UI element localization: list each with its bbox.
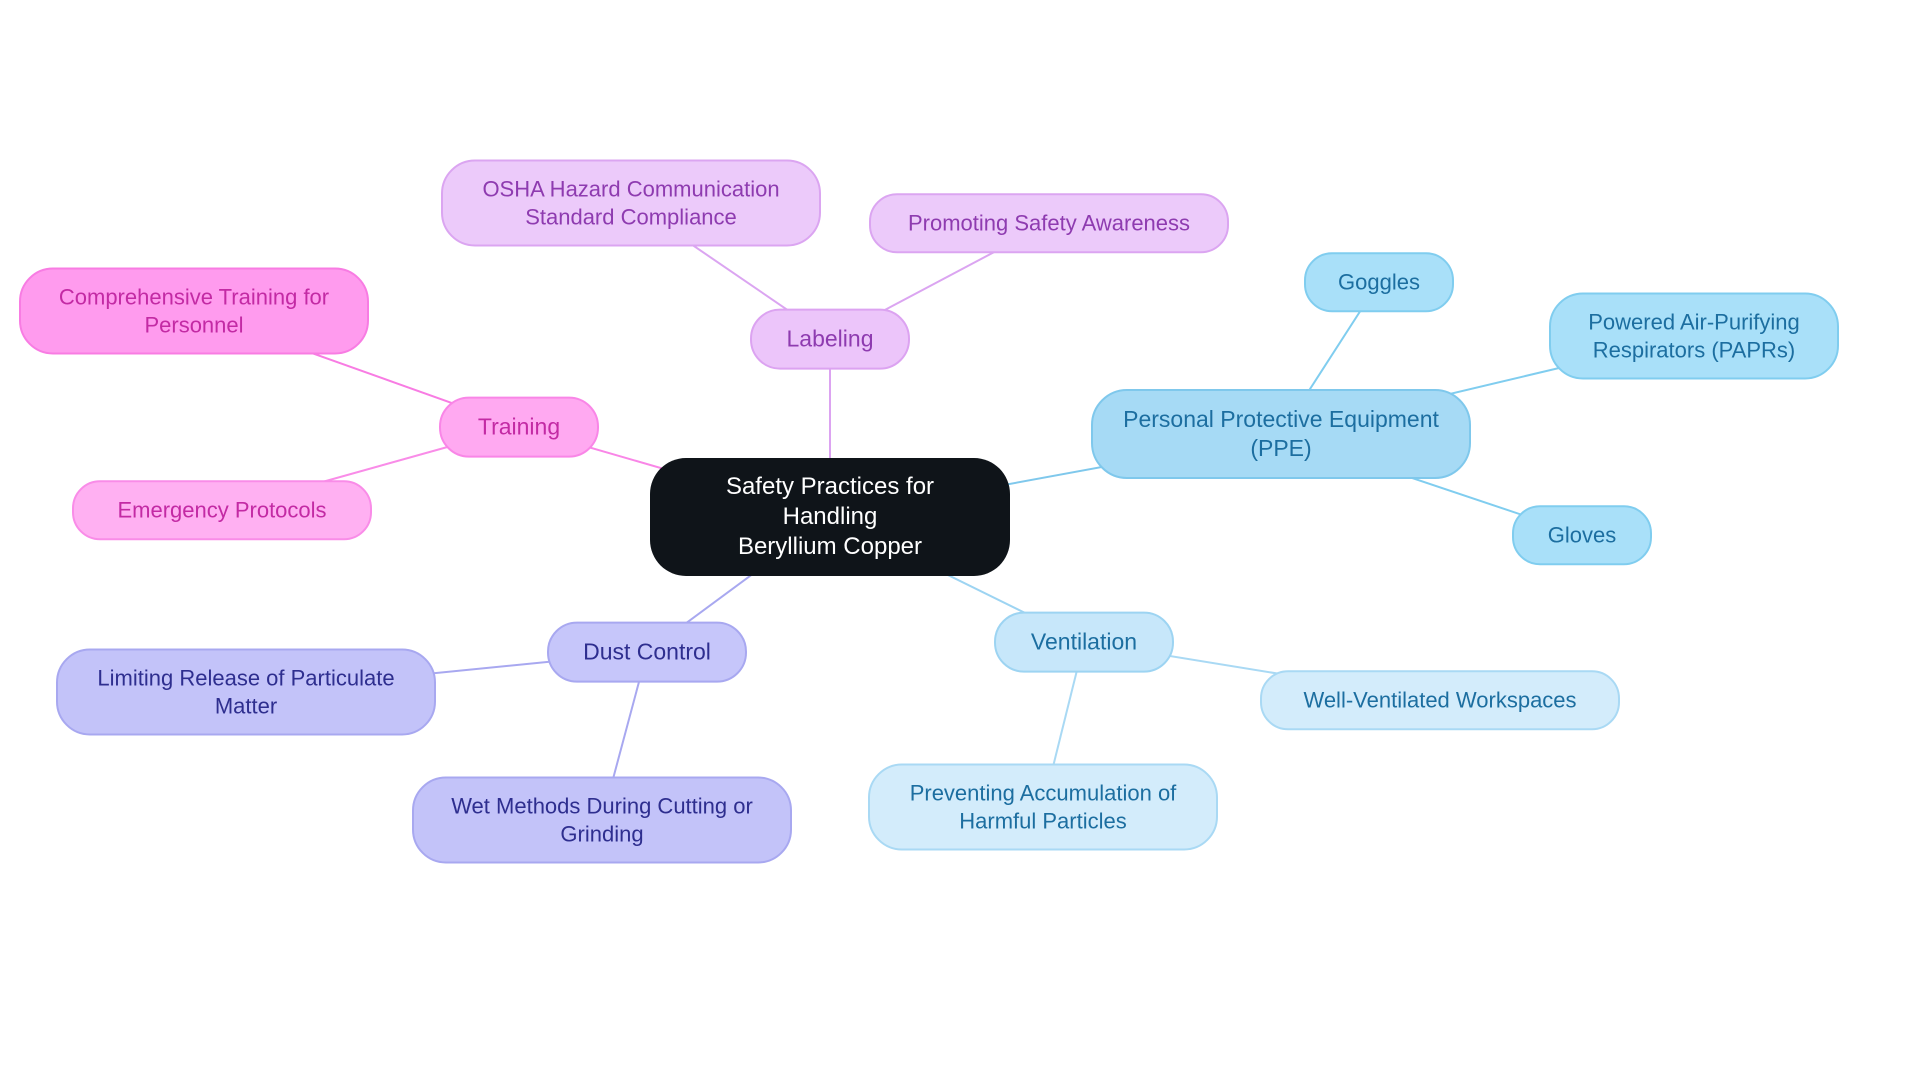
node-ventilation: Ventilation	[994, 612, 1174, 673]
node-ppe-paprs: Powered Air-Purifying Respirators (PAPRs…	[1549, 293, 1839, 380]
node-ppe-goggles: Goggles	[1304, 252, 1454, 312]
node-vent-particles: Preventing Accumulation of Harmful Parti…	[868, 764, 1218, 851]
node-dust-limiting: Limiting Release of Particulate Matter	[56, 649, 436, 736]
node-dust-wet: Wet Methods During Cutting or Grinding	[412, 777, 792, 864]
node-train-emergency: Emergency Protocols	[72, 480, 372, 540]
node-dust: Dust Control	[547, 622, 747, 683]
node-training: Training	[439, 397, 599, 458]
node-ppe-gloves: Gloves	[1512, 505, 1652, 565]
node-ppe: Personal Protective Equipment (PPE)	[1091, 389, 1471, 479]
node-center: Safety Practices for Handling Beryllium …	[650, 458, 1010, 576]
node-label-osha: OSHA Hazard Communication Standard Compl…	[441, 160, 821, 247]
node-vent-workspaces: Well-Ventilated Workspaces	[1260, 670, 1620, 730]
node-label-awareness: Promoting Safety Awareness	[869, 193, 1229, 253]
node-labeling: Labeling	[750, 309, 910, 370]
node-train-personnel: Comprehensive Training for Personnel	[19, 268, 369, 355]
